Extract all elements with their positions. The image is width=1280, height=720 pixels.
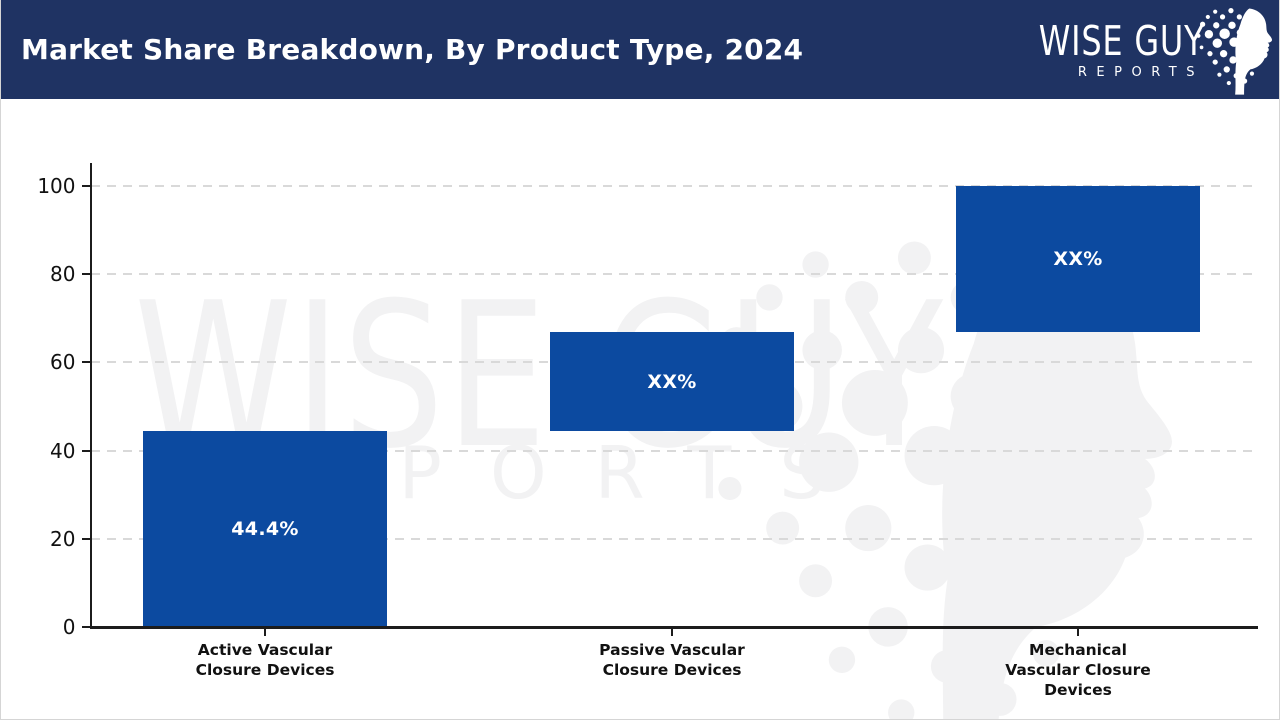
y-axis-tick-label: 60 [50, 350, 76, 375]
y-axis-tick-label: 100 [37, 174, 76, 198]
bar-value-label: XX% [647, 370, 697, 393]
category-label-1: Active Vascular Closure Devices [195, 641, 335, 679]
y-axis-tick [81, 537, 90, 540]
y-axis-tick-label: 40 [50, 438, 76, 463]
gridline-y80 [90, 273, 1258, 276]
page-title: Market Share Breakdown, By Product Type,… [21, 33, 804, 66]
bar-2: XX% [550, 331, 794, 432]
brand-logo-text: WISE GUY REPORTS [992, 16, 1204, 80]
y-axis-tick [81, 361, 90, 364]
y-axis-line [89, 163, 92, 629]
x-axis-tick [1077, 628, 1079, 636]
y-axis-tick-label: 20 [50, 526, 76, 551]
chart: WISE GUY REPORTS 0 20 40 60 80 100 44.4% Active… [1, 99, 1279, 719]
y-axis-tick [81, 449, 90, 452]
bar-3: XX% [956, 186, 1200, 332]
gridline-y100 [90, 185, 1258, 187]
brand-name: WISE GUY [1038, 16, 1204, 65]
bar-value-label: XX% [1053, 247, 1103, 270]
y-axis-tick [81, 626, 90, 628]
category-label-3: Mechanical Vascular Closure Devices [1005, 641, 1151, 699]
y-axis-tick-label: 0 [62, 615, 76, 639]
gridline-y20 [90, 537, 1258, 540]
header-bar: Market Share Breakdown, By Product Type,… [1, 0, 1279, 99]
bar-1: 44.4% [143, 431, 387, 627]
y-axis-tick [81, 185, 90, 187]
bar-value-label: 44.4% [231, 518, 299, 541]
y-axis-tick [81, 273, 90, 276]
x-axis-line [89, 626, 1258, 629]
x-axis-tick [264, 628, 266, 636]
category-label-2: Passive Vascular Closure Devices [599, 641, 745, 679]
gridline-y40 [90, 449, 1258, 452]
brand-logo: WISE GUY REPORTS [992, 4, 1274, 96]
x-axis-tick [671, 628, 673, 636]
brand-subtitle: REPORTS [1077, 64, 1204, 80]
y-axis-tick-label: 80 [50, 262, 76, 287]
